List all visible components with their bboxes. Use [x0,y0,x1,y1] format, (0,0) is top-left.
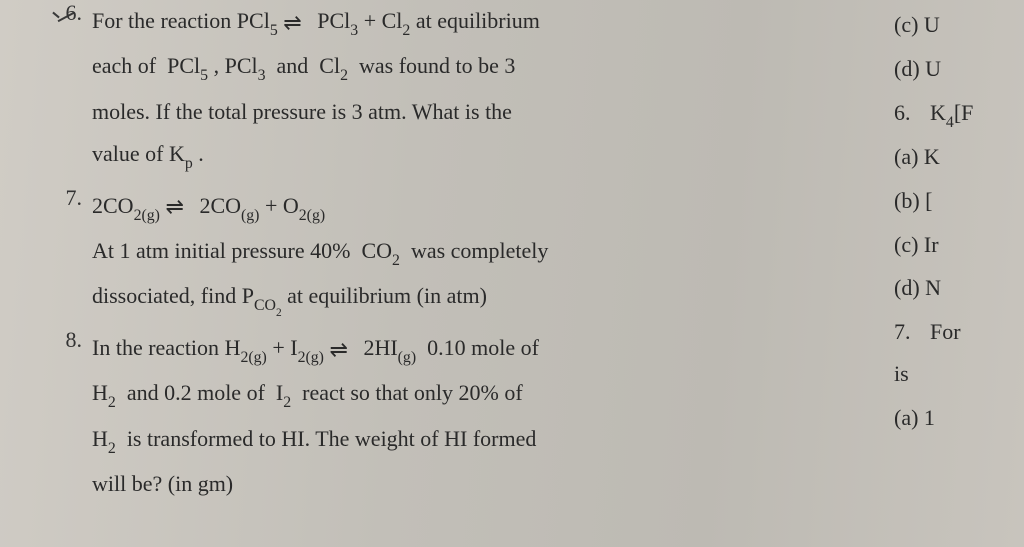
question-line: each of PCl5 , PCl3 and Cl2 was found to… [92,45,540,90]
question-line: will be? (in gm) [92,463,539,506]
question-line: For the reaction PCl5 PCl3 + Cl2 at equi… [92,0,540,45]
question-fragment: K4[F [930,92,973,136]
option-b: (b) [ [894,180,1024,222]
plain-text: is [894,353,1024,395]
question-line: dissociated, find PCO2 at equilibrium (i… [92,275,548,321]
option-d: (d) N [894,267,1024,309]
left-column: 6. For the reaction PCl5 PCl3 + Cl2 at e… [48,0,858,512]
question-line: In the reaction H2(g) + I2(g) 2HI(g) 0.1… [92,327,539,372]
question-line: moles. If the total pressure is 3 atm. W… [92,91,540,134]
question-line: H2 is transformed to HI. The weight of H… [92,418,539,463]
option-a: (a) K [894,136,1024,178]
question-number: 6. [48,0,92,179]
question-body: For the reaction PCl5 PCl3 + Cl2 at equi… [92,0,540,179]
option-c: (c) Ir [894,224,1024,266]
question-number: 6. [894,92,930,136]
right-question-7: 7. For [894,311,1024,353]
question-7: 7. 2CO2(g) 2CO(g) + O2(g) At 1 atm initi… [48,185,858,321]
question-6: 6. For the reaction PCl5 PCl3 + Cl2 at e… [48,0,858,179]
option-c: (c) U [894,4,1024,46]
right-question-6: 6. K4[F [894,92,1024,136]
option-a: (a) 1 [894,397,1024,439]
question-body: 2CO2(g) 2CO(g) + O2(g) At 1 atm initial … [92,185,548,321]
question-number: 8. [48,327,92,506]
question-number: 7. [894,311,930,353]
question-line: value of Kp . [92,133,540,178]
option-d: (d) U [894,48,1024,90]
question-number: 7. [48,185,92,321]
question-line: At 1 atm initial pressure 40% CO2 was co… [92,230,548,275]
question-fragment: For [930,311,961,353]
question-line: 2CO2(g) 2CO(g) + O2(g) [92,185,548,230]
question-body: In the reaction H2(g) + I2(g) 2HI(g) 0.1… [92,327,539,506]
right-column: (c) U (d) U 6. K4[F (a) K (b) [ (c) Ir (… [894,4,1024,441]
page-scan: 6. For the reaction PCl5 PCl3 + Cl2 at e… [0,0,1024,547]
question-line: H2 and 0.2 mole of I2 react so that only… [92,372,539,417]
question-8: 8. In the reaction H2(g) + I2(g) 2HI(g) … [48,327,858,506]
